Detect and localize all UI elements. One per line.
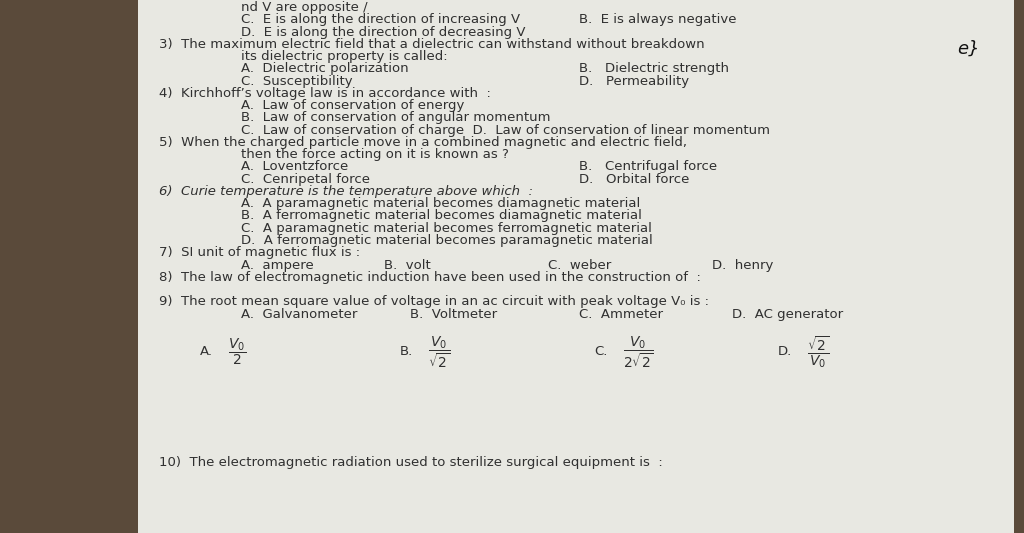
Text: 9)  The root mean square value of voltage in an ac circuit with peak voltage V₀ : 9) The root mean square value of voltage…	[159, 295, 709, 308]
Text: C.  weber: C. weber	[548, 259, 611, 271]
Text: A.: A.	[200, 345, 213, 358]
Text: $\dfrac{V_0}{2\sqrt{2}}$: $\dfrac{V_0}{2\sqrt{2}}$	[623, 334, 653, 369]
Text: B.  A ferromagnetic material becomes diamagnetic material: B. A ferromagnetic material becomes diam…	[241, 209, 641, 222]
Text: C.  Law of conservation of charge  D.  Law of conservation of linear momentum: C. Law of conservation of charge D. Law …	[241, 124, 770, 136]
Text: D.   Permeability: D. Permeability	[579, 75, 689, 87]
Text: 3)  The maximum electric field that a dielectric can withstand without breakdown: 3) The maximum electric field that a die…	[159, 38, 705, 51]
Text: 8)  The law of electromagnetic induction have been used in the construction of  : 8) The law of electromagnetic induction …	[159, 271, 700, 284]
Text: C.: C.	[594, 345, 607, 358]
Text: B.  Voltmeter: B. Voltmeter	[410, 308, 497, 320]
Text: e}: e}	[957, 40, 980, 58]
Text: A.  ampere: A. ampere	[241, 259, 313, 271]
Text: D.  A ferromagnetic material becomes paramagnetic material: D. A ferromagnetic material becomes para…	[241, 234, 652, 247]
Text: $\dfrac{V_0}{\sqrt{2}}$: $\dfrac{V_0}{\sqrt{2}}$	[428, 334, 451, 369]
Text: 4)  Kirchhoff’s voltage law is in accordance with  :: 4) Kirchhoff’s voltage law is in accorda…	[159, 87, 490, 100]
Text: B.  Law of conservation of angular momentum: B. Law of conservation of angular moment…	[241, 111, 550, 124]
Text: 7)  SI unit of magnetic flux is :: 7) SI unit of magnetic flux is :	[159, 246, 359, 259]
Text: 6)  Curie temperature is the temperature above which  :: 6) Curie temperature is the temperature …	[159, 185, 532, 198]
Text: D.   Orbital force: D. Orbital force	[579, 173, 689, 185]
Text: $\dfrac{\sqrt{2}}{V_0}$: $\dfrac{\sqrt{2}}{V_0}$	[807, 334, 829, 369]
Text: C.  E is along the direction of increasing V: C. E is along the direction of increasin…	[241, 13, 520, 26]
Text: then the force acting on it is known as ?: then the force acting on it is known as …	[241, 148, 509, 161]
Text: D.  AC generator: D. AC generator	[732, 308, 844, 320]
Text: C.  Ammeter: C. Ammeter	[579, 308, 663, 320]
Text: 10)  The electromagnetic radiation used to sterilize surgical equipment is  :: 10) The electromagnetic radiation used t…	[159, 456, 663, 469]
Text: nd V are opposite /: nd V are opposite /	[241, 1, 368, 14]
Text: B.: B.	[399, 345, 413, 358]
Text: D.  E is along the direction of decreasing V: D. E is along the direction of decreasin…	[241, 26, 525, 38]
Bar	[138, 0, 1014, 533]
Text: B.   Dielectric strength: B. Dielectric strength	[579, 62, 728, 75]
Text: $\dfrac{V_0}{2}$: $\dfrac{V_0}{2}$	[228, 336, 247, 367]
Text: its dielectric property is called:: its dielectric property is called:	[241, 50, 447, 63]
Text: A.  Dielectric polarization: A. Dielectric polarization	[241, 62, 409, 75]
Text: A.  Galvanometer: A. Galvanometer	[241, 308, 357, 320]
Text: D.: D.	[778, 345, 793, 358]
Text: D.  henry: D. henry	[712, 259, 773, 271]
Text: B.  volt: B. volt	[384, 259, 431, 271]
Text: B.   Centrifugal force: B. Centrifugal force	[579, 160, 717, 173]
Text: C.  Susceptibility: C. Susceptibility	[241, 75, 352, 87]
Text: 5)  When the charged particle move in a combined magnetic and electric field,: 5) When the charged particle move in a c…	[159, 136, 687, 149]
Text: C.  A paramagnetic material becomes ferromagnetic material: C. A paramagnetic material becomes ferro…	[241, 222, 651, 235]
Text: A.  A paramagnetic material becomes diamagnetic material: A. A paramagnetic material becomes diama…	[241, 197, 640, 210]
Text: C.  Cenripetal force: C. Cenripetal force	[241, 173, 370, 185]
Text: A.  Loventzforce: A. Loventzforce	[241, 160, 348, 173]
Text: B.  E is always negative: B. E is always negative	[579, 13, 736, 26]
Text: A.  Law of conservation of energy: A. Law of conservation of energy	[241, 99, 464, 112]
